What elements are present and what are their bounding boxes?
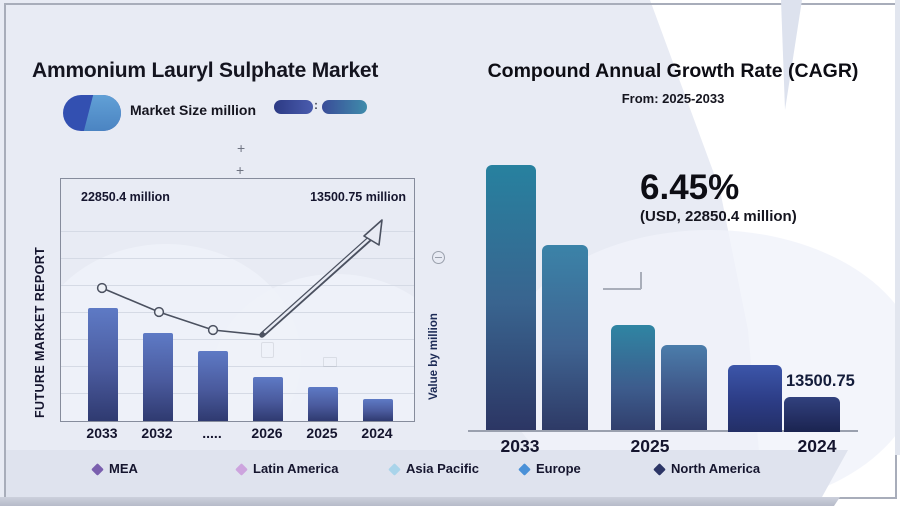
start-value-label: 22850.4 million [81,190,170,204]
decorative-step-line [603,288,641,290]
cagr-bar-2033-left [486,165,536,430]
watermark-document-icon [261,342,274,358]
right-edge-strip [895,0,900,455]
bar-2024 [363,399,393,421]
cagr-bar-2025-right [661,345,707,430]
market-size-chart: 22850.4 million 13500.75 million [60,178,415,422]
decorative-step-line [640,272,642,289]
capsule-facet [83,95,121,131]
cagr-bar-2025-left [611,325,655,430]
year-label: ..... [202,425,222,441]
bottom-edge-strip [0,497,840,506]
cagr-baseline [468,430,858,432]
capsule-icon [63,95,121,131]
year-label: 2025 [306,425,338,441]
bar-2025 [308,387,338,421]
bar-2033 [88,308,118,421]
pill-icon-teal [322,100,367,114]
cagr-year-label: 2033 [500,436,540,456]
bar-2026 [253,377,283,421]
watermark-arrow-icon [323,357,337,367]
end-value-label: 13500.75 million [310,190,406,204]
left-chart-year-axis: 2033 2032 ..... 2026 2025 2024 [60,425,415,443]
plus-icon: + [237,140,246,156]
legend-label: North America [671,461,761,476]
year-label: 2032 [141,425,173,441]
plus-icon: + [236,162,245,178]
year-label: 2033 [86,425,118,441]
value-2024-label: 13500.75 [786,372,855,390]
page-title: Ammonium Lauryl Sulphate Market [32,59,379,82]
cagr-year-label: 2025 [630,436,670,456]
legend-band [6,450,848,497]
cagr-bar-2024-right [784,397,840,432]
cagr-basis: (USD, 22850.4 million) [640,208,797,225]
trend-line-arrow [96,219,383,338]
chart-gridlines [61,205,414,402]
market-size-label: Market Size million [130,102,257,118]
circle-minus-icon [432,251,445,264]
brand-vertical-label: FUTURE MARKET REPORT [33,246,47,418]
legend-label: MEA [109,461,138,476]
cagr-title: Compound Annual Growth Rate (CAGR) [487,60,859,82]
year-label: 2024 [361,425,393,441]
cagr-subtitle: From: 2025-2033 [621,91,725,106]
bar-2032 [143,333,173,421]
cagr-bar-2024-left [728,365,782,432]
pill-icon-dark [274,100,313,114]
legend-label: Latin America [253,461,339,476]
bar-dots [198,351,228,421]
pill-separator: : [314,98,318,112]
legend-label: Asia Pacific [406,461,479,476]
cagr-year-label: 2024 [797,436,837,456]
y-axis-label: Value by million [428,313,440,400]
cagr-bar-2033-right [542,245,588,430]
year-label: 2026 [251,425,283,441]
cagr-percentage: 6.45% [640,168,740,207]
legend-label: Europe [536,461,581,476]
